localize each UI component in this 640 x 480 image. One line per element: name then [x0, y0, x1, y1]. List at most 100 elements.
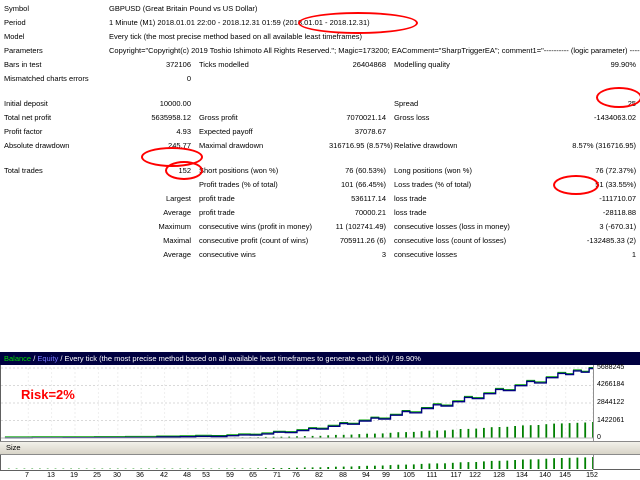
report-row: Symbol GBPUSD (Great Britain Pound vs US … [0, 2, 640, 16]
report-cell: 11 (102741.49) [335, 222, 386, 231]
report-cell: Parameters [4, 46, 43, 55]
report-cell: Mismatched charts errors [4, 74, 89, 83]
report-cell [550, 125, 640, 139]
report-cell: 70000.21 [354, 208, 386, 217]
legend-separator: / [31, 354, 38, 363]
report-cell: Gross profit [199, 113, 238, 122]
report-cell: 536117.14 [351, 194, 386, 203]
report-cell [325, 72, 390, 86]
report-row: Bars in test 372106 Ticks modelled 26404868… [0, 58, 640, 72]
report-cell: Ticks modelled [199, 60, 249, 69]
report-cell: 152 [178, 166, 191, 175]
report-cell: Spread [394, 99, 419, 108]
x-axis-label: 152 [586, 472, 598, 479]
x-axis-label: 140 [539, 472, 551, 479]
report-cell: -111710.07 [599, 194, 637, 203]
report-row: Period 1 Minute (M1) 2018.01.01 22:00 - 2… [0, 16, 640, 30]
report-cell: Maximal drawdown [199, 141, 264, 150]
report-cell: Loss trades (% of total) [394, 180, 472, 189]
report-cell: Maximal [163, 236, 191, 245]
report-cell: 7070021.14 [346, 113, 386, 122]
report-cell: Period [4, 18, 26, 27]
report-cell: 316716.95 (8.57%) [329, 141, 393, 150]
x-axis-label: 13 [47, 472, 55, 479]
report-cell: Average [163, 208, 191, 217]
report-cell: 76 (60.53%) [345, 166, 386, 175]
x-axis-label: 48 [183, 472, 191, 479]
report-cell: 4.93 [176, 127, 191, 136]
report-cell [0, 192, 105, 206]
size-row [0, 455, 640, 471]
report-cell: consecutive loss (count of losses) [394, 236, 507, 245]
lot-size-plot [7, 457, 593, 469]
report-row [0, 86, 640, 97]
x-axis-label: 122 [469, 472, 481, 479]
plot-row: Risk=2% 5688245 4266184 2844122 1422061 0 [0, 364, 640, 441]
report-cell: -1434063.02 [593, 113, 637, 122]
report-cell: 3 (-670.31) [599, 222, 637, 231]
report-cell: 25 [627, 99, 637, 108]
report-cell: -28118.88 [602, 208, 637, 217]
size-pane-divider: Size [0, 441, 640, 455]
report-row: Largest profit trade 536117.14 loss trade -1… [0, 192, 640, 206]
report-row: Initial deposit 10000.00 Spread 25 [0, 97, 640, 111]
x-axis-label: 7 [25, 472, 29, 479]
report-cell [325, 97, 390, 111]
report-row: Maximal consecutive profit (count of wins… [0, 234, 640, 248]
report-cell: Short positions (won %) [199, 166, 279, 175]
report-cell: consecutive losses (loss in money) [394, 222, 510, 231]
balance-chart: Balance / Equity / Every tick (the most … [0, 352, 640, 480]
report-cell: Total net profit [4, 113, 52, 122]
report-cell: Gross loss [394, 113, 430, 122]
report-row: Average profit trade 70000.21 loss trade -28… [0, 206, 640, 220]
x-axis-label: 117 [450, 472, 462, 479]
report-cell [195, 72, 325, 86]
report-row: Parameters Copyright="Copyright(c) 2019 T… [0, 44, 640, 58]
report-cell: Largest [165, 194, 191, 203]
report-row: Absolute drawdown 245.77 Maximal drawdown 3… [0, 139, 640, 153]
equity-legend-label: Equity [37, 354, 59, 363]
report-cell: consecutive wins (profit in money) [199, 222, 312, 231]
x-axis-label: 19 [70, 472, 78, 479]
report-cell: GBPUSD (Great Britain Pound vs US Dollar… [109, 4, 258, 13]
x-axis-label: 82 [315, 472, 323, 479]
x-axis-label: 53 [202, 472, 210, 479]
report-row: Total net profit 5635958.12 Gross profit 70… [0, 111, 640, 125]
x-axis-label: 99 [382, 472, 390, 479]
report-cell: 10000.00 [159, 99, 191, 108]
report-row: Average consecutive wins 3 consecutive loss… [0, 248, 640, 262]
chart-title-bar: Balance / Equity / Every tick (the most … [0, 352, 640, 365]
report-cell: 51 (33.55%) [595, 180, 637, 189]
x-axis-label: 30 [113, 472, 121, 479]
x-axis-label: 105 [403, 472, 415, 479]
report-spacer [0, 86, 640, 97]
report-cell [0, 234, 105, 248]
report-cell: 705911.26 (6) [339, 236, 386, 245]
report-cell [0, 206, 105, 220]
report-cell [550, 72, 640, 86]
y-axis-label: 2844122 [597, 399, 625, 406]
x-axis-label: 42 [160, 472, 168, 479]
x-axis-label: 65 [249, 472, 257, 479]
size-axis-gutter [593, 455, 640, 470]
y-axis-label: 1422061 [597, 417, 625, 424]
report-cell: loss trade [394, 194, 427, 203]
report-cell: Absolute drawdown [4, 141, 70, 150]
report-cell [0, 178, 105, 192]
report-table-body: Symbol GBPUSD (Great Britain Pound vs US … [0, 2, 640, 262]
report-row [0, 153, 640, 164]
x-axis-label: 59 [226, 472, 234, 479]
report-row: Model Every tick (the most precise method… [0, 30, 640, 44]
report-cell: 26404868 [352, 60, 386, 69]
plot-area: Risk=2% [0, 365, 593, 441]
report-cell [105, 178, 195, 192]
report-cell: 5635958.12 [151, 113, 191, 122]
size-plot-area [0, 455, 593, 471]
report-cell: Every tick (the most precise method base… [109, 32, 363, 41]
report-cell: Initial deposit [4, 99, 48, 108]
report-cell: Average [163, 250, 191, 259]
report-cell [195, 97, 325, 111]
y-axis-label: 5688245 [597, 364, 625, 371]
y-axis-label: 0 [597, 434, 601, 441]
